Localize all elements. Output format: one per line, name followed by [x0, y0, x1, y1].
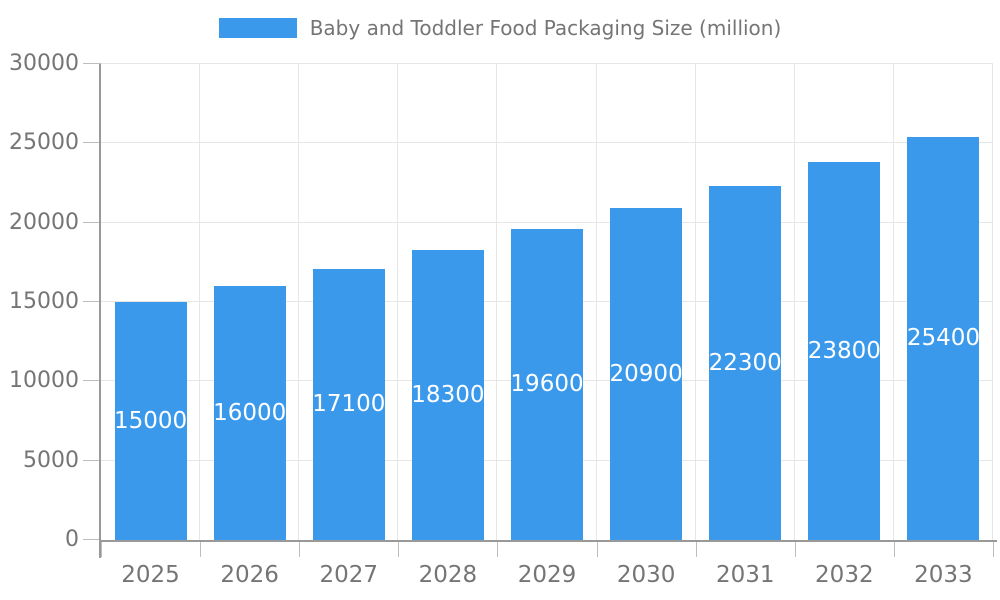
bar-value-label: 17100 — [312, 391, 386, 418]
y-tick — [83, 221, 101, 223]
x-axis-label: 2027 — [319, 562, 379, 588]
x-axis-label: 2030 — [616, 562, 676, 588]
bar[interactable]: 15000 — [113, 302, 188, 540]
x-grid-line — [397, 64, 399, 540]
y-axis-line — [99, 64, 101, 558]
x-axis-label: 2026 — [220, 562, 279, 588]
bar-value-label: 23800 — [807, 338, 881, 365]
bar[interactable]: 23800 — [807, 162, 881, 540]
chart-legend[interactable]: Baby and Toddler Food Packaging Size (mi… — [0, 16, 1000, 40]
bar-value-label: 15000 — [113, 408, 188, 434]
bar-value-label: 19600 — [510, 371, 584, 398]
y-axis-label: 0 — [65, 527, 79, 552]
x-grid-line — [595, 64, 597, 540]
bar[interactable]: 16000 — [213, 286, 287, 540]
bar-value-label: 20900 — [609, 361, 683, 388]
bar-value-label: 16000 — [213, 400, 287, 427]
x-grid-line — [793, 64, 795, 540]
x-tick — [695, 540, 697, 557]
x-grid-line — [298, 64, 300, 540]
y-grid-line — [101, 63, 993, 64]
bar[interactable]: 20900 — [609, 208, 683, 540]
y-axis-label: 15000 — [9, 289, 79, 314]
y-tick — [83, 301, 101, 302]
x-axis-label: 2033 — [914, 562, 973, 588]
x-axis-label: 2031 — [715, 562, 775, 588]
bar-value-label: 18300 — [411, 381, 485, 408]
bar[interactable]: 25400 — [906, 136, 981, 540]
legend-color-swatch — [218, 18, 297, 38]
y-grid-line — [101, 221, 993, 223]
y-axis-label: 20000 — [9, 209, 79, 235]
x-axis-label: 2028 — [418, 562, 478, 588]
bar-value-label: 22300 — [708, 350, 782, 377]
x-tick — [596, 540, 598, 557]
x-grid-line — [199, 64, 201, 540]
x-tick — [497, 540, 499, 557]
y-axis-label: 25000 — [9, 130, 79, 156]
bar-value-label: 25400 — [906, 325, 981, 352]
y-tick — [83, 63, 101, 64]
bar[interactable]: 17100 — [312, 268, 386, 540]
bar[interactable]: 22300 — [708, 186, 782, 540]
y-grid-line — [101, 142, 993, 144]
x-grid-line — [892, 64, 894, 540]
x-grid-line — [694, 64, 696, 540]
y-axis-label: 10000 — [9, 368, 79, 394]
plot-area: 15000 16000 17100 18300 19600 20900 22300 23800… — [101, 63, 993, 540]
x-tick — [794, 540, 796, 557]
x-axis-label: 2025 — [121, 562, 180, 588]
y-axis-label: 30000 — [9, 51, 79, 76]
x-tick — [993, 540, 994, 557]
y-tick — [83, 539, 101, 540]
x-axis-label: 2032 — [815, 562, 874, 588]
y-tick — [83, 459, 101, 461]
x-grid-line — [496, 64, 498, 540]
x-tick — [398, 540, 400, 557]
x-tick — [101, 540, 102, 557]
x-tick — [200, 540, 202, 557]
y-tick — [83, 142, 101, 144]
x-axis-label: 2029 — [517, 562, 577, 588]
x-axis-line — [99, 540, 997, 542]
y-tick — [83, 380, 101, 382]
bar[interactable]: 19600 — [510, 229, 584, 540]
x-grid-line — [992, 64, 993, 540]
x-tick — [893, 540, 895, 557]
y-axis-label: 5000 — [23, 447, 79, 473]
bar[interactable]: 18300 — [411, 249, 485, 540]
legend-label: Baby and Toddler Food Packaging Size (mi… — [309, 16, 782, 40]
x-tick — [299, 540, 301, 557]
